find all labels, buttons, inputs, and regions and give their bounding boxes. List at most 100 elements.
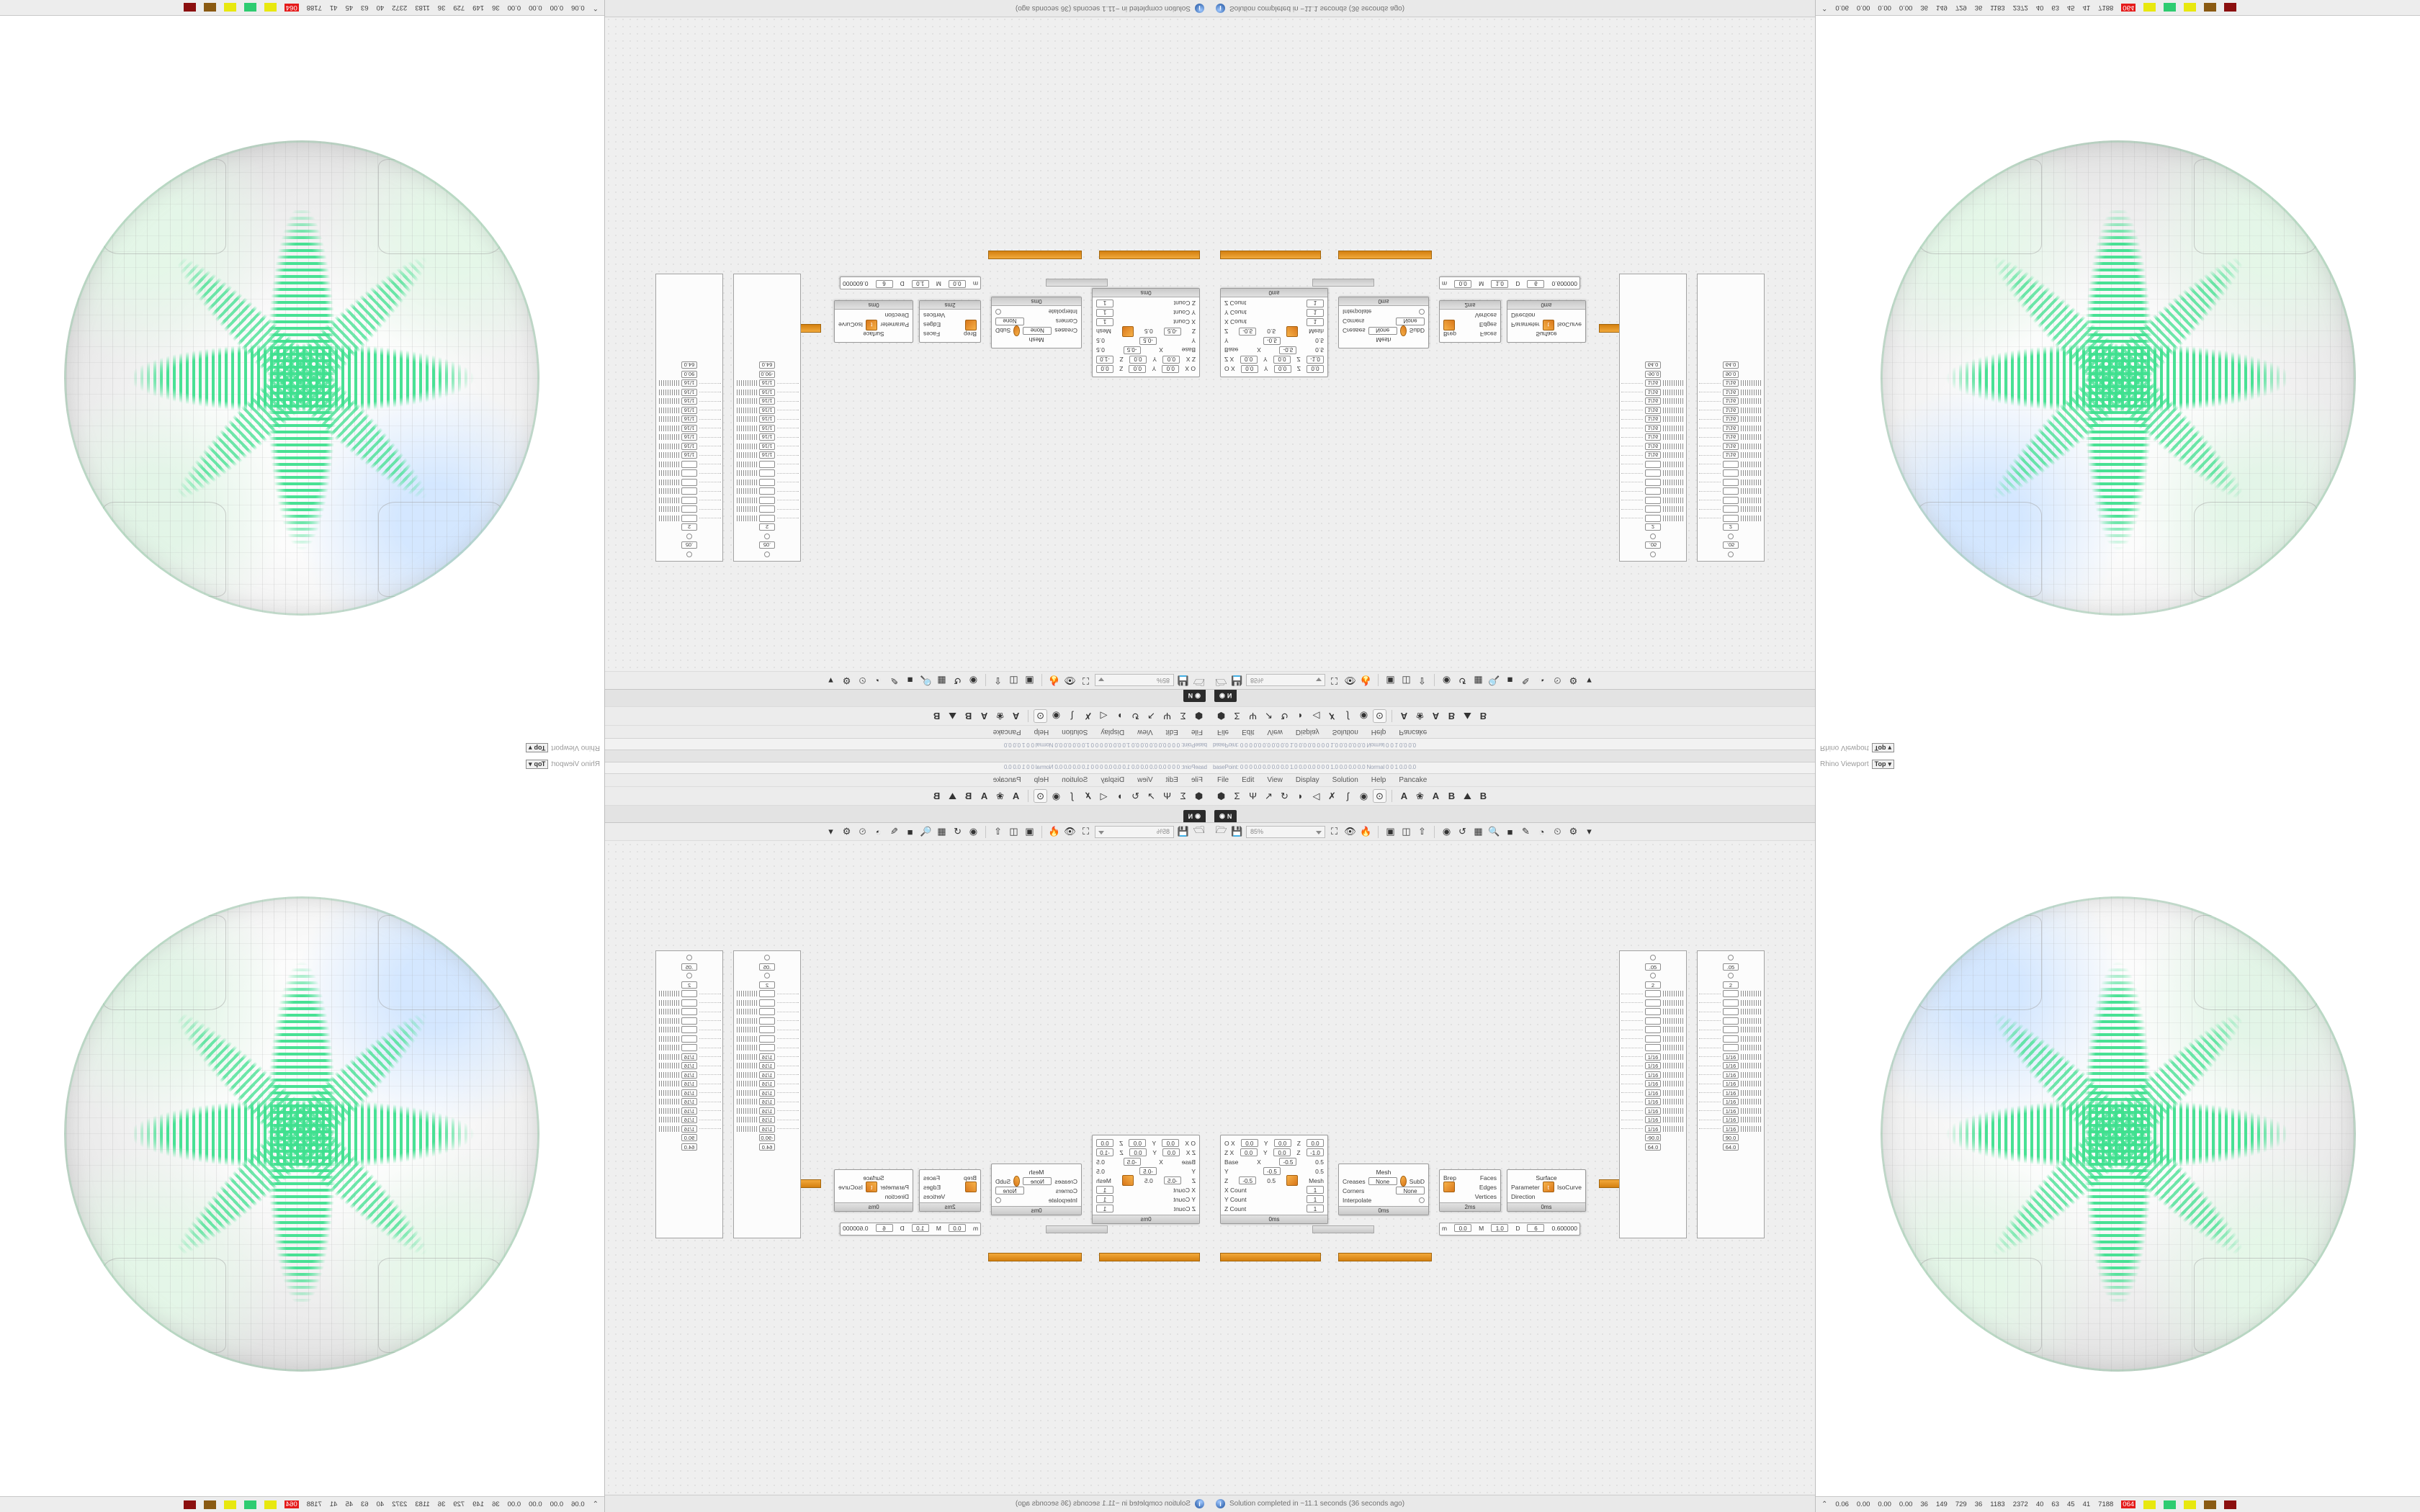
- param-value[interactable]: 1/16: [681, 1098, 697, 1106]
- param-value[interactable]: 1/16: [1645, 388, 1661, 396]
- menu-file[interactable]: File: [1217, 728, 1229, 736]
- param-value[interactable]: 0.0: [1240, 356, 1258, 364]
- param-value[interactable]: [1645, 469, 1661, 477]
- param-value[interactable]: [1723, 460, 1739, 468]
- param-value[interactable]: 1/16: [1645, 1116, 1661, 1124]
- param-row[interactable]: 1/16: [735, 1097, 799, 1107]
- slider-digits-value[interactable]: 6: [1527, 280, 1545, 288]
- param-value[interactable]: 1: [1096, 1205, 1113, 1212]
- intersect-tab-icon[interactable]: ✗: [1084, 711, 1092, 722]
- param-value[interactable]: 1/16: [681, 433, 697, 441]
- param-value[interactable]: [681, 514, 697, 522]
- component-deconstruct-brep[interactable]: Brep Faces Edges Vertices: [1439, 300, 1501, 343]
- param-row[interactable]: Z -0.5 0.5 Mesh: [1224, 1175, 1324, 1186]
- param-row[interactable]: [735, 460, 799, 469]
- param-value[interactable]: 1: [1307, 300, 1324, 307]
- param-value[interactable]: 1/16: [759, 1116, 775, 1124]
- rhino-viewport[interactable]: Rhino Viewport Top ▾: [0, 0, 605, 756]
- param-row[interactable]: [1621, 460, 1685, 469]
- menu-solution[interactable]: Solution: [1062, 776, 1088, 784]
- param-row[interactable]: Brep Faces: [1443, 330, 1497, 339]
- param-value[interactable]: 1/16: [1723, 406, 1739, 414]
- viewport-mode-dropdown[interactable]: Top ▾: [526, 743, 549, 752]
- param-row[interactable]: 1/16: [658, 1071, 721, 1080]
- param-row[interactable]: 1/16: [1699, 397, 1762, 406]
- param-value[interactable]: None: [1023, 1177, 1052, 1185]
- menu-edit[interactable]: Edit: [1242, 728, 1255, 736]
- param-value[interactable]: [759, 514, 775, 522]
- param-stack-left[interactable]: .05 2: [733, 950, 801, 1238]
- slider-max-value[interactable]: 1.0: [911, 280, 929, 288]
- param-value[interactable]: [1645, 514, 1661, 522]
- menu-display[interactable]: Display: [1101, 776, 1125, 784]
- letter-a2-icon[interactable]: A: [980, 711, 988, 721]
- param-row[interactable]: Brep Faces: [1443, 1173, 1497, 1182]
- param-row[interactable]: 1/16: [1699, 442, 1762, 451]
- intersect-tab-icon[interactable]: ✗: [1328, 711, 1336, 722]
- component-subd-from-mesh[interactable]: Mesh Creases None SubD Corners None: [1338, 297, 1429, 348]
- param-row[interactable]: 1/16: [658, 1061, 721, 1071]
- scribble-icon[interactable]: ✎: [1522, 826, 1530, 837]
- param-row[interactable]: Z Count 1: [1096, 1204, 1196, 1213]
- param-row[interactable]: [1621, 1007, 1685, 1017]
- viewport-mode-dropdown[interactable]: Top ▾: [526, 760, 549, 769]
- param-row[interactable]: 1/16: [658, 1053, 721, 1062]
- surface-tab-icon[interactable]: ◗: [1116, 791, 1123, 801]
- pink-block-icon[interactable]: ■: [907, 675, 913, 686]
- zoom-extents-icon[interactable]: ⛶: [1330, 675, 1338, 686]
- param-row[interactable]: Z X 0.0 Y 0.0 Z -1.0: [1224, 1148, 1324, 1157]
- param-value[interactable]: 1/16: [759, 1098, 775, 1106]
- param-row[interactable]: [1699, 505, 1762, 514]
- param-value[interactable]: 1/16: [1723, 442, 1739, 450]
- param-value[interactable]: 1/16: [1723, 1107, 1739, 1115]
- param-value[interactable]: [1723, 487, 1739, 495]
- preview-eye-icon[interactable]: 👁: [1344, 826, 1356, 837]
- param-row[interactable]: 1/16: [658, 1125, 721, 1134]
- vector-tab-icon[interactable]: ↗: [1265, 711, 1273, 722]
- param-value[interactable]: 1/16: [1645, 1062, 1661, 1070]
- param-value[interactable]: 1/16: [759, 424, 775, 432]
- component-deconstruct-brep[interactable]: Brep Faces Edges Vertices: [919, 300, 981, 343]
- component-number-slider[interactable]: m 0.0 M 1.0 D 6 0.600000: [1439, 276, 1580, 289]
- param-row[interactable]: [1621, 1035, 1685, 1044]
- param-row[interactable]: [735, 532, 799, 541]
- component-mesh-box[interactable]: O X 0.0 Y 0.0 Z 0.0 Z X 0.0 Y: [1092, 288, 1200, 377]
- param-row[interactable]: 1/16: [735, 1053, 799, 1062]
- chevron-up-icon[interactable]: ⌃: [1821, 4, 1828, 12]
- param-value[interactable]: 2: [1645, 981, 1661, 989]
- param-value[interactable]: .05: [759, 963, 775, 971]
- component-isocurve[interactable]: Surface Parameter t IsoCurve Direction: [1507, 300, 1586, 343]
- param-value[interactable]: 1/16: [1645, 379, 1661, 387]
- profiler-icon[interactable]: ⏲: [859, 826, 866, 837]
- param-value[interactable]: 1/16: [1723, 379, 1739, 387]
- param-row[interactable]: 1/16: [735, 388, 799, 397]
- document-tab-active[interactable]: ◉ N: [1214, 690, 1237, 702]
- param-row[interactable]: 1/16: [735, 379, 799, 388]
- menu-edit[interactable]: Edit: [1165, 776, 1178, 784]
- param-value[interactable]: 0.0: [1162, 1139, 1180, 1147]
- letter-a-icon[interactable]: A: [1012, 711, 1020, 721]
- param-value[interactable]: 1/16: [759, 406, 775, 414]
- param-value[interactable]: 1/16: [681, 1125, 697, 1133]
- menu-file[interactable]: File: [1217, 776, 1229, 784]
- param-row[interactable]: .05: [658, 963, 721, 972]
- param-value[interactable]: -0.5: [1239, 328, 1257, 336]
- param-value[interactable]: [1645, 1035, 1661, 1043]
- param-row[interactable]: 1/16: [658, 1107, 721, 1116]
- params-tab-icon[interactable]: ⬢: [1194, 790, 1204, 801]
- menu-pancake[interactable]: Pancake: [992, 776, 1021, 784]
- menu-help[interactable]: Help: [1371, 728, 1386, 736]
- widget-icon[interactable]: ⚙: [842, 675, 851, 686]
- param-value[interactable]: [1723, 496, 1739, 504]
- param-value[interactable]: 1/16: [759, 1080, 775, 1088]
- param-row[interactable]: [658, 532, 721, 541]
- orange-param-bar[interactable]: [1099, 1253, 1200, 1261]
- gha-assembly-icon[interactable]: ↺: [954, 675, 962, 686]
- param-value[interactable]: 1/16: [1645, 1107, 1661, 1115]
- param-value[interactable]: 1/16: [681, 451, 697, 459]
- letter-a-icon[interactable]: A: [1400, 711, 1408, 721]
- param-row[interactable]: [1621, 989, 1685, 999]
- slider-row[interactable]: m 0.0 M 1.0 D 6 0.600000: [841, 279, 980, 289]
- param-row[interactable]: 1/16: [1621, 1097, 1685, 1107]
- param-value[interactable]: 1/16: [1645, 442, 1661, 450]
